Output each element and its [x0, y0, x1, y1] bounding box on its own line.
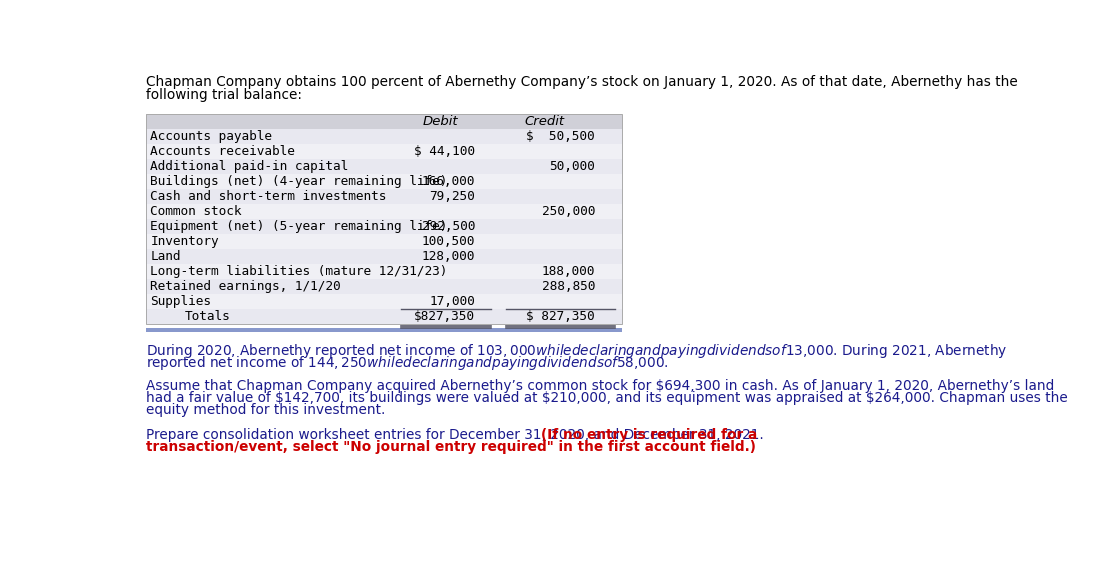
Text: Inventory: Inventory: [150, 235, 218, 248]
Text: $ 44,100: $ 44,100: [414, 145, 475, 158]
Text: 100,500: 100,500: [421, 235, 475, 248]
FancyBboxPatch shape: [146, 264, 622, 279]
Text: Cash and short-term investments: Cash and short-term investments: [150, 190, 387, 203]
Text: Totals: Totals: [185, 310, 231, 323]
Text: $  50,500: $ 50,500: [526, 130, 596, 143]
Text: 288,850: 288,850: [542, 280, 596, 293]
FancyBboxPatch shape: [146, 279, 622, 294]
FancyBboxPatch shape: [146, 189, 622, 204]
Text: Long-term liabilities (mature 12/31/23): Long-term liabilities (mature 12/31/23): [150, 265, 448, 278]
Text: 250,000: 250,000: [542, 205, 596, 218]
Text: Supplies: Supplies: [150, 295, 212, 308]
Text: Assume that Chapman Company acquired Abernethy’s common stock for $694,300 in ca: Assume that Chapman Company acquired Abe…: [146, 379, 1053, 392]
Text: transaction/event, select "No journal entry required" in the first account field: transaction/event, select "No journal en…: [146, 440, 756, 454]
Text: reported net income of $144,250 while declaring and paying dividends of $58,000.: reported net income of $144,250 while de…: [146, 354, 668, 372]
FancyBboxPatch shape: [146, 219, 622, 234]
FancyBboxPatch shape: [146, 249, 622, 264]
FancyBboxPatch shape: [146, 174, 622, 189]
Text: 50,000: 50,000: [549, 160, 596, 173]
FancyBboxPatch shape: [146, 204, 622, 219]
Bar: [146, 328, 622, 332]
Text: 292,500: 292,500: [421, 220, 475, 233]
Text: Chapman Company obtains 100 percent of Abernethy Company’s stock on January 1, 2: Chapman Company obtains 100 percent of A…: [146, 75, 1017, 90]
Text: During 2020, Abernethy reported net income of $103,000 while declaring and payin: During 2020, Abernethy reported net inco…: [146, 342, 1007, 360]
Text: following trial balance:: following trial balance:: [146, 88, 301, 101]
Text: equity method for this investment.: equity method for this investment.: [146, 403, 385, 417]
Text: 79,250: 79,250: [429, 190, 475, 203]
FancyBboxPatch shape: [146, 159, 622, 174]
Text: (If no entry is required for a: (If no entry is required for a: [540, 428, 757, 442]
Text: Credit: Credit: [525, 115, 565, 128]
Text: Prepare consolidation worksheet entries for December 31, 2020, and December 31, : Prepare consolidation worksheet entries …: [146, 428, 768, 442]
Text: Accounts payable: Accounts payable: [150, 130, 272, 143]
Text: $ 827,350: $ 827,350: [526, 310, 596, 323]
FancyBboxPatch shape: [146, 144, 622, 159]
FancyBboxPatch shape: [146, 114, 622, 129]
Text: Equipment (net) (5-year remaining life): Equipment (net) (5-year remaining life): [150, 220, 448, 233]
Text: 166,000: 166,000: [421, 175, 475, 188]
FancyBboxPatch shape: [146, 294, 622, 309]
Text: Retained earnings, 1/1/20: Retained earnings, 1/1/20: [150, 280, 341, 293]
Text: 188,000: 188,000: [542, 265, 596, 278]
FancyBboxPatch shape: [146, 234, 622, 249]
Bar: [146, 114, 622, 324]
Text: Additional paid-in capital: Additional paid-in capital: [150, 160, 349, 173]
Text: Buildings (net) (4-year remaining life): Buildings (net) (4-year remaining life): [150, 175, 448, 188]
Text: 128,000: 128,000: [421, 250, 475, 263]
Text: 17,000: 17,000: [429, 295, 475, 308]
Text: Land: Land: [150, 250, 181, 263]
FancyBboxPatch shape: [146, 129, 622, 144]
Text: Accounts receivable: Accounts receivable: [150, 145, 296, 158]
Text: $827,350: $827,350: [414, 310, 475, 323]
Text: Debit: Debit: [422, 115, 458, 128]
Text: had a fair value of $142,700, its buildings were valued at $210,000, and its equ: had a fair value of $142,700, its buildi…: [146, 391, 1068, 405]
Text: Common stock: Common stock: [150, 205, 242, 218]
FancyBboxPatch shape: [146, 309, 622, 324]
